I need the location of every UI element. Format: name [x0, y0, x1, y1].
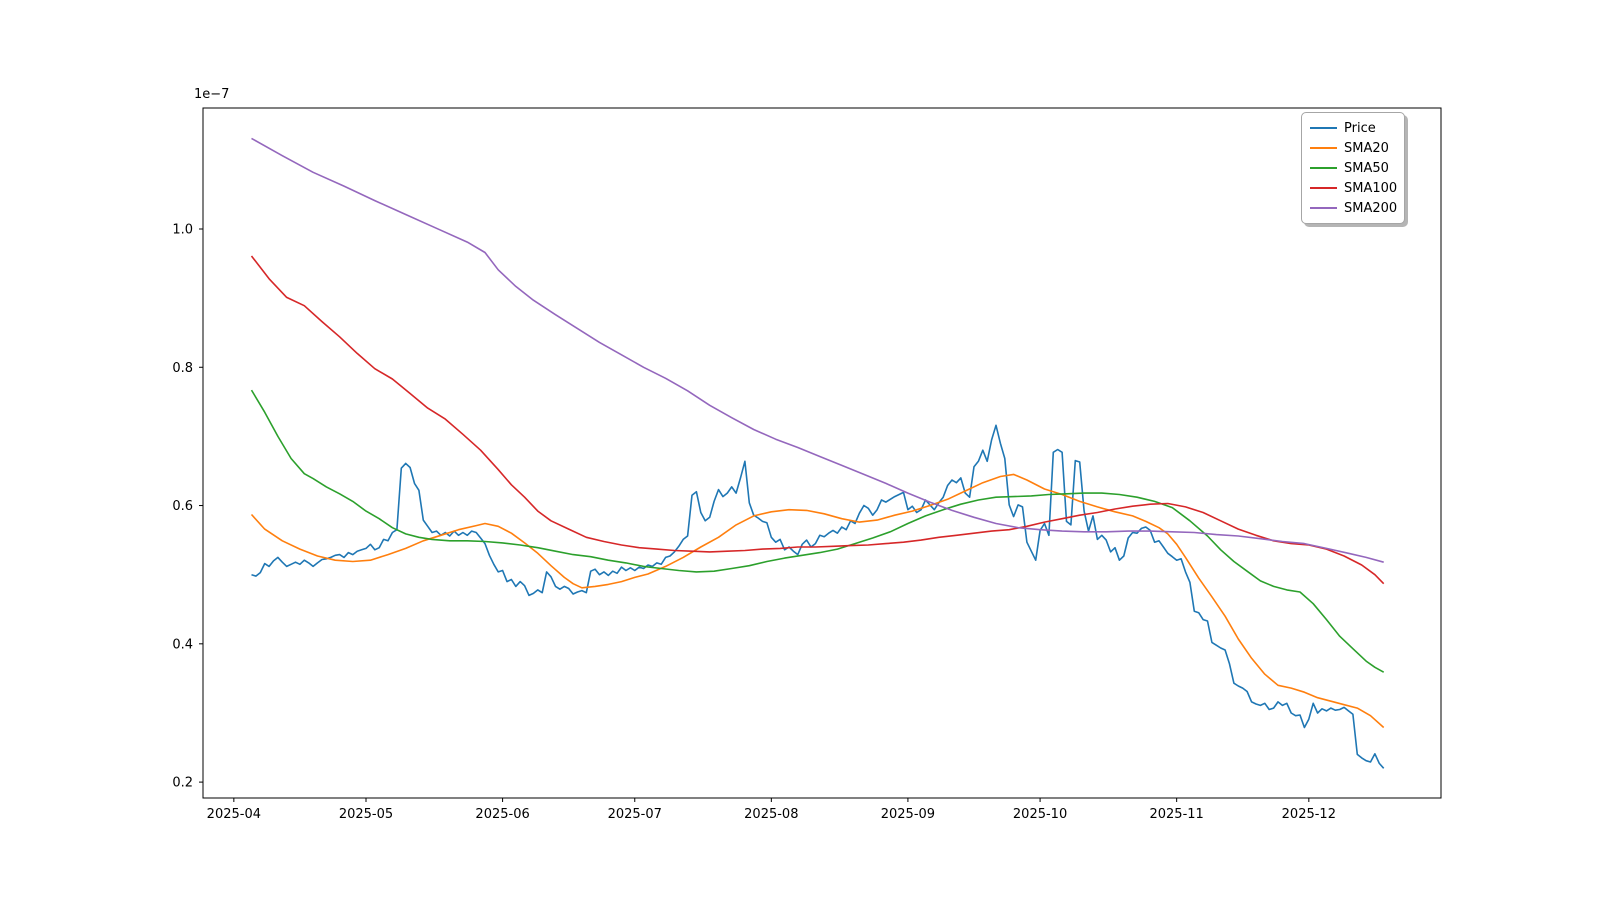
x-tick-label: 2025-08 [744, 807, 798, 822]
legend-line-sample-sma20 [1310, 147, 1337, 149]
legend-item-sma20: SMA20 [1310, 138, 1396, 158]
y-tick-label: 0.6 [172, 499, 193, 514]
legend-label-price: Price [1344, 120, 1376, 136]
y-tick-label: 1.0 [172, 222, 193, 237]
x-tick-label: 2025-12 [1282, 807, 1336, 822]
y-tick-label: 0.2 [172, 776, 193, 791]
legend-item-sma100: SMA100 [1310, 178, 1398, 198]
y-axis-offset-label: 1e−7 [194, 87, 230, 102]
legend-label-sma50: SMA50 [1344, 160, 1389, 176]
series-line-price [251, 424, 1385, 769]
legend-item-sma200: SMA200 [1310, 198, 1398, 218]
legend-line-sample-price [1310, 127, 1337, 129]
legend-label-sma200: SMA200 [1344, 200, 1398, 216]
x-tick-label: 2025-09 [881, 807, 935, 822]
legend: Price SMA20 SMA50 SMA100 SMA200 [1301, 112, 1405, 224]
legend-line-sample-sma50 [1310, 167, 1337, 169]
y-tick-label: 0.8 [172, 361, 193, 376]
series-line-sma200 [251, 137, 1384, 563]
plot-border [202, 107, 1442, 799]
x-tick-label: 2025-07 [608, 807, 662, 822]
legend-item-sma50: SMA50 [1310, 158, 1396, 178]
series-line-sma20 [250, 473, 1385, 729]
x-tick-label: 2025-05 [339, 807, 393, 822]
x-tick-label: 2025-10 [1013, 807, 1067, 822]
legend-label-sma20: SMA20 [1344, 140, 1389, 156]
x-tick-label: 2025-11 [1149, 807, 1203, 822]
series-line-sma50 [250, 389, 1385, 673]
legend-label-sma100: SMA100 [1344, 180, 1398, 196]
x-tick-label: 2025-06 [475, 807, 529, 822]
legend-line-sample-sma200 [1310, 207, 1337, 209]
x-tick-label: 2025-04 [207, 807, 261, 822]
series-line-sma100 [250, 255, 1385, 585]
y-tick-label: 0.4 [172, 637, 193, 652]
legend-line-sample-sma100 [1310, 187, 1337, 189]
plot-background [203, 108, 1441, 798]
legend-item-price: Price [1310, 118, 1396, 138]
